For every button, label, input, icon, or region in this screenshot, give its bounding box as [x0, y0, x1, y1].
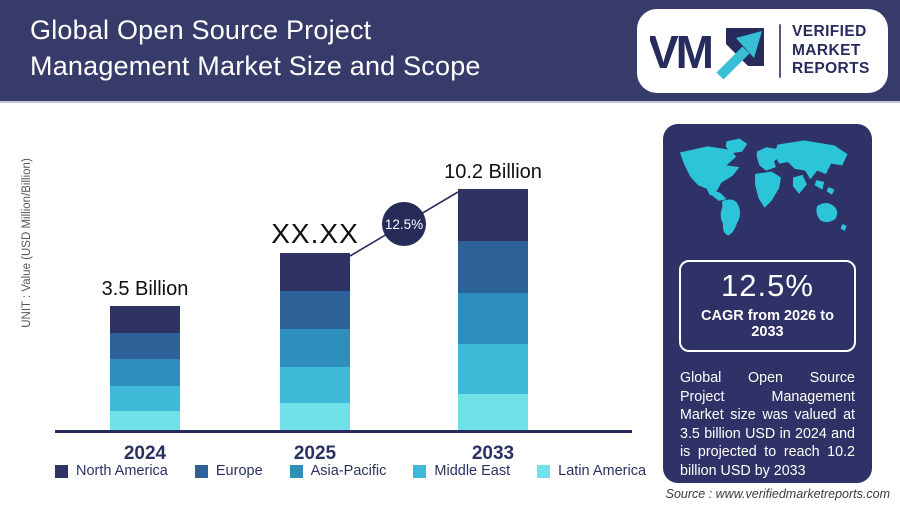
growth-badge-label: 12.5%: [385, 217, 423, 232]
cagr-value: 12.5%: [721, 268, 814, 303]
category-label-2025: 2025: [293, 443, 337, 464]
legend-item-north-america: North America: [55, 463, 168, 479]
legend-label: Middle East: [434, 463, 511, 479]
brand-logo: VM VERIFIED MARKET REPORTS: [637, 9, 888, 93]
page-title-line2: Management Market Size and Scope: [30, 50, 481, 81]
bar-segment-north-america: [280, 253, 350, 292]
legend-label: North America: [76, 463, 168, 479]
legend-swatch: [194, 464, 208, 478]
page-title-line1: Global Open Source Project: [30, 15, 372, 45]
bar-2033: [458, 189, 528, 430]
logo-word-verified: VERIFIED: [792, 22, 867, 40]
legend-swatch: [289, 464, 303, 478]
header-banner: Global Open Source Project Management Ma…: [0, 0, 900, 103]
source-attribution: Source : www.verifiedmarketreports.com: [665, 487, 890, 501]
bar-value-label-2033: 10.2 Billion: [444, 161, 542, 183]
logo-wordmark: VERIFIED MARKET REPORTS: [792, 23, 870, 80]
logo-word-reports: REPORTS: [792, 60, 870, 78]
vmr-logo-icon: VM: [650, 26, 764, 80]
bar-value-label-2025: XX.XX: [271, 218, 359, 249]
category-label-2024: 2024: [123, 443, 167, 464]
world-map-icon: [679, 138, 847, 236]
market-summary-text: Global Open Source Project Management Ma…: [680, 370, 855, 479]
cagr-highlight-box: 12.5% CAGR from 2026 to 2033: [679, 260, 856, 352]
legend-item-europe: Europe: [194, 463, 263, 479]
legend-item-middle-east: Middle East: [413, 463, 510, 479]
bar-segment-north-america: [110, 306, 180, 333]
legend-label: Europe: [215, 463, 263, 479]
legend-item-latin-america: Latin America: [537, 463, 646, 479]
summary-panel: 12.5% CAGR from 2026 to 2033 Global Open…: [663, 124, 872, 483]
growth-connector: 12.5%: [349, 191, 459, 257]
bar-segment-middle-east: [458, 344, 528, 394]
bar-segment-asia-pacific: [280, 329, 350, 368]
bar-segment-latin-america: [280, 403, 350, 430]
logo-word-market: MARKET: [792, 41, 861, 59]
legend-label: Latin America: [558, 463, 647, 479]
legend-swatch: [413, 464, 427, 478]
bar-segment-europe: [110, 332, 180, 360]
legend-label: Asia-Pacific: [310, 463, 387, 479]
bar-segment-middle-east: [280, 367, 350, 404]
bar-segment-europe: [280, 291, 350, 330]
bar-segment-middle-east: [110, 385, 180, 412]
legend-swatch: [55, 464, 68, 478]
category-label-2033: 2033: [471, 443, 515, 464]
logo-divider: [779, 24, 781, 78]
bar-segment-asia-pacific: [458, 292, 528, 345]
stacked-bar-chart: 3.5 Billion 2024 XX.XX 2025 10.2 Billion 2033…: [55, 150, 632, 464]
bar-segment-europe: [458, 240, 528, 293]
y-axis-unit-label: UNIT : Value (USD Million/Billion): [21, 158, 33, 328]
svg-text:VM: VM: [650, 26, 712, 78]
bar-segment-latin-america: [458, 393, 528, 430]
bar-2024: [110, 306, 180, 430]
bar-value-label-2024: 3.5 Billion: [101, 278, 189, 300]
growth-badge: [382, 202, 426, 246]
bar-segment-asia-pacific: [110, 359, 180, 386]
legend-swatch: [537, 464, 551, 478]
bar-2025: [280, 253, 350, 430]
bar-segment-north-america: [458, 189, 528, 241]
chart-legend: North America Europe Asia-Pacific Middle Ea…: [55, 463, 646, 479]
legend-item-asia-pacific: Asia-Pacific: [289, 463, 387, 479]
cagr-caption: CAGR from 2026 to 2033: [701, 308, 834, 340]
page-title: Global Open Source Project Management Ma…: [30, 13, 481, 84]
bar-segment-latin-america: [110, 411, 180, 430]
